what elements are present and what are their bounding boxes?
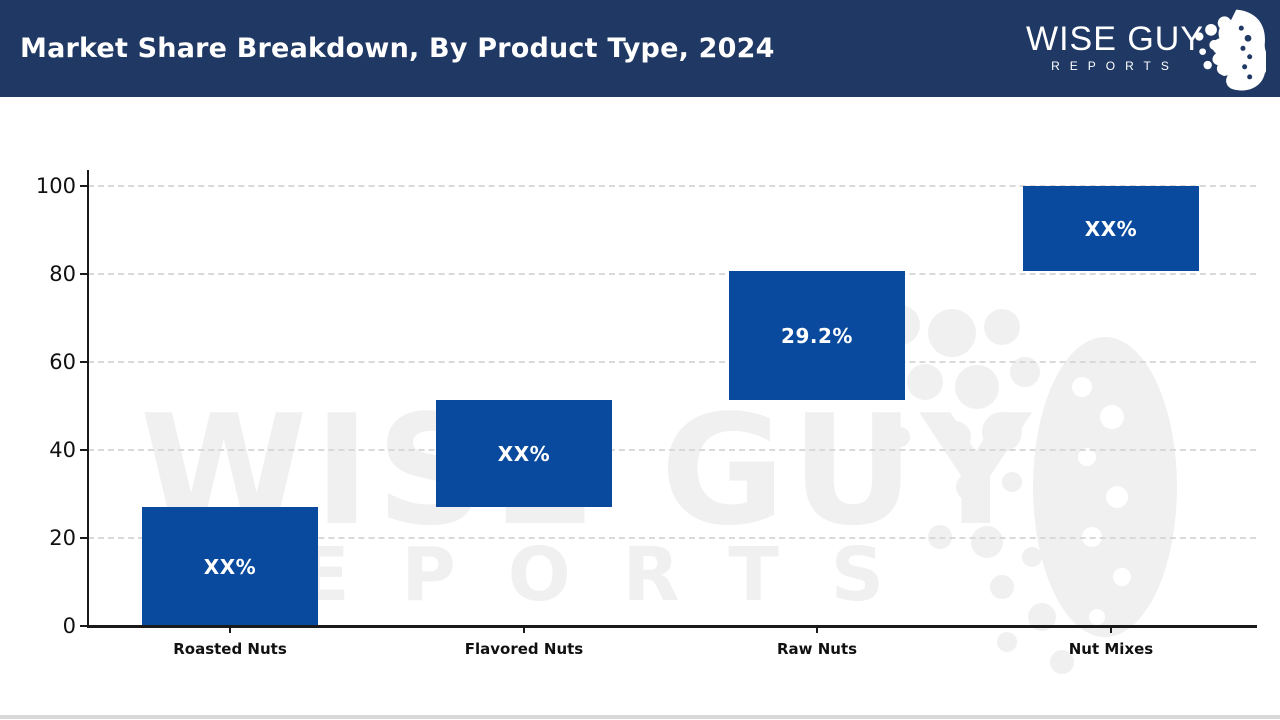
- y-tick-label: 60: [49, 350, 76, 374]
- logo-face-icon: [1188, 8, 1268, 96]
- logo-subtitle: REPORTS: [1051, 59, 1179, 73]
- gridline-80: [88, 273, 1256, 275]
- y-tick-label: 80: [49, 262, 76, 286]
- gridline-20: [88, 537, 1256, 539]
- bar-flavored-nuts: XX%: [436, 399, 612, 508]
- x-axis-line: [87, 625, 1257, 628]
- x-tick-mark: [229, 626, 231, 633]
- logo-wordmark: WISE GUY: [1026, 20, 1205, 58]
- x-tick-mark: [816, 626, 818, 633]
- y-tick-mark: [80, 449, 88, 451]
- y-tick-mark: [80, 361, 88, 363]
- header-bar: Market Share Breakdown, By Product Type,…: [0, 0, 1280, 97]
- bar-roasted-nuts: XX%: [142, 507, 318, 626]
- y-tick-label: 100: [35, 174, 76, 198]
- x-category-label: Raw Nuts: [776, 640, 858, 658]
- y-tick-mark: [80, 273, 88, 275]
- gridline-60: [88, 361, 1256, 363]
- bar-value-label: XX%: [203, 554, 257, 579]
- bottom-divider: [0, 715, 1280, 719]
- gridline-40: [88, 449, 1256, 451]
- y-tick-label: 20: [49, 526, 76, 550]
- market-share-chart: WISE GUY REPORTS: [0, 97, 1280, 717]
- x-tick-mark: [523, 626, 525, 633]
- bar-value-label: XX%: [1084, 216, 1138, 241]
- wise-guy-reports-logo: WISE GUY REPORTS: [1026, 6, 1268, 92]
- bar-nut-mixes: XX%: [1023, 186, 1199, 272]
- y-tick-mark: [80, 625, 88, 627]
- bar-value-label: XX%: [497, 441, 551, 466]
- x-category-label: Roasted Nuts: [173, 640, 287, 658]
- x-category-label: Flavored Nuts: [464, 640, 584, 658]
- gridline-100: [88, 185, 1256, 187]
- page-title: Market Share Breakdown, By Product Type,…: [20, 33, 775, 64]
- y-tick-label: 0: [62, 614, 76, 638]
- y-tick-mark: [80, 185, 88, 187]
- y-tick-mark: [80, 537, 88, 539]
- y-tick-label: 40: [49, 438, 76, 462]
- logo-text: WISE GUY REPORTS: [1026, 20, 1205, 73]
- bar-raw-nuts: 29.2%: [729, 271, 905, 400]
- x-category-label: Nut Mixes: [1068, 640, 1154, 658]
- y-axis-line: [87, 170, 89, 628]
- bar-value-label: 29.2%: [781, 323, 853, 348]
